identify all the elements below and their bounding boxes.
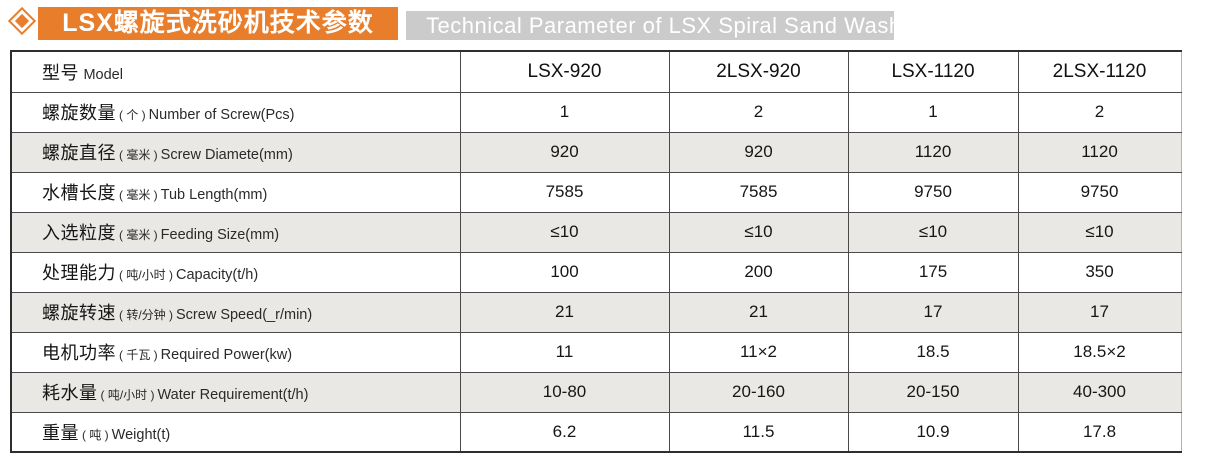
table-row: 螺旋数量( 个 ) Number of Screw(Pcs) 1 2 1 2 [10, 91, 1182, 133]
table-header-row: 型号 Model LSX-920 2LSX-920 LSX-1120 2LSX-… [10, 50, 1182, 93]
row-label-cn: 重量 [42, 422, 79, 443]
value-cell: 17.8 [1017, 411, 1182, 453]
table-row: 电机功率( 千瓦 ) Required Power(kw) 11 11×2 18.5 18… [10, 331, 1182, 373]
value-cell: 9750 [847, 171, 1019, 213]
row-label-cell: 处理能力( 吨/小时 ) Capacity(t/h) [10, 251, 461, 293]
table-row: 耗水量( 吨/小时 ) Water Requirement(t/h) 10-80 20… [10, 371, 1182, 413]
value-cell: 920 [459, 131, 670, 173]
value-cell: ≤10 [668, 211, 849, 253]
row-label-note: ( 毫米 ) [119, 228, 158, 242]
value-cell: 10-80 [459, 371, 670, 413]
value-cell: 1120 [847, 131, 1019, 173]
value-cell: 10.9 [847, 411, 1019, 453]
row-label-en: Tub Length(mm) [160, 187, 268, 203]
row-label-en: Required Power(kw) [160, 347, 293, 363]
value-cell: 2 [1017, 91, 1182, 133]
row-label-note: ( 个 ) [119, 108, 146, 122]
table-row: 入选粒度( 毫米 ) Feeding Size(mm) ≤10 ≤10 ≤10 ≤10 [10, 211, 1182, 253]
row-label-note: ( 千瓦 ) [119, 348, 158, 362]
value-cell: 7585 [459, 171, 670, 213]
row-label-cell: 入选粒度( 毫米 ) Feeding Size(mm) [10, 211, 461, 253]
row-label-cell: 螺旋转速( 转/分钟 ) Screw Speed(_r/min) [10, 291, 461, 333]
row-label-cn: 螺旋直径 [42, 143, 116, 163]
value-cell: ≤10 [459, 211, 670, 253]
row-label-cn: 螺旋转速 [42, 303, 116, 323]
value-cell: 100 [459, 251, 670, 293]
value-cell: 17 [847, 291, 1019, 333]
table-row: 重量( 吨 ) Weight(t) 6.2 11.5 10.9 17.8 [10, 411, 1182, 453]
row-label-note: ( 吨/小时 ) [100, 388, 155, 402]
value-cell: 200 [668, 251, 849, 293]
row-label-cn: 处理能力 [42, 263, 116, 283]
value-cell: 11×2 [668, 331, 849, 373]
row-label-cell: 耗水量( 吨/小时 ) Water Requirement(t/h) [10, 371, 461, 413]
row-label-cn: 入选粒度 [42, 223, 116, 243]
row-label-cn: 水槽长度 [42, 183, 116, 203]
row-label-en: Water Requirement(t/h) [157, 387, 309, 403]
table-row: 处理能力( 吨/小时 ) Capacity(t/h) 100 200 175 350 [10, 251, 1182, 293]
value-cell: 350 [1017, 251, 1182, 293]
value-cell: 18.5×2 [1017, 331, 1182, 373]
value-cell: ≤10 [847, 211, 1019, 253]
row-label-en: Capacity(t/h) [176, 267, 259, 283]
row-label-note: ( 毫米 ) [119, 188, 158, 202]
value-cell: 175 [847, 251, 1019, 293]
value-cell: 6.2 [459, 411, 670, 453]
row-label-cell: 重量( 吨 ) Weight(t) [10, 411, 461, 453]
table-row: 螺旋直径( 毫米 ) Screw Diamete(mm) 920 920 1120 112… [10, 131, 1182, 173]
page-title-chinese: LSX螺旋式洗砂机技术参数 [38, 7, 398, 40]
value-cell: 2 [668, 91, 849, 133]
row-label-note: ( 转/分钟 ) [119, 308, 173, 322]
value-cell: ≤10 [1017, 211, 1182, 253]
title-bar: LSX螺旋式洗砂机技术参数 Technical Parameter of LSX… [0, 0, 1224, 46]
row-label-en: Feeding Size(mm) [160, 227, 280, 243]
value-cell: 9750 [1017, 171, 1182, 213]
row-label-cn: 耗水量 [42, 383, 98, 403]
model-header-cell: 型号 Model [10, 50, 461, 93]
model-label-en: Model [83, 66, 123, 83]
value-cell: 21 [459, 291, 670, 333]
table-row: 水槽长度( 毫米 ) Tub Length(mm) 7585 7585 9750 9750 [10, 171, 1182, 213]
column-header-2lsx-920: 2LSX-920 [668, 50, 849, 93]
value-cell: 1 [459, 91, 670, 133]
value-cell: 1 [847, 91, 1019, 133]
diamond-icon-fill [14, 13, 30, 29]
row-label-en: Screw Diamete(mm) [160, 147, 293, 163]
row-label-en: Number of Screw(Pcs) [148, 107, 295, 123]
row-label-cell: 水槽长度( 毫米 ) Tub Length(mm) [10, 171, 461, 213]
value-cell: 17 [1017, 291, 1182, 333]
value-cell: 21 [668, 291, 849, 333]
column-header-2lsx-1120: 2LSX-1120 [1017, 50, 1182, 93]
page-title-english: Technical Parameter of LSX Spiral Sand W… [406, 11, 922, 40]
column-header-lsx-920: LSX-920 [459, 50, 670, 93]
value-cell: 11.5 [668, 411, 849, 453]
table-row: 螺旋转速( 转/分钟 ) Screw Speed(_r/min) 21 21 17 17 [10, 291, 1182, 333]
value-cell: 7585 [668, 171, 849, 213]
column-header-lsx-1120: LSX-1120 [847, 50, 1019, 93]
row-label-note: ( 吨 ) [82, 427, 109, 442]
model-label-cn: 型号 [42, 62, 79, 83]
value-cell: 20-160 [668, 371, 849, 413]
spec-table: 型号 Model LSX-920 2LSX-920 LSX-1120 2LSX-… [10, 50, 1182, 453]
value-cell: 11 [459, 331, 670, 373]
row-label-en: Screw Speed(_r/min) [176, 307, 313, 323]
row-label-cell: 电机功率( 千瓦 ) Required Power(kw) [10, 331, 461, 373]
value-cell: 920 [668, 131, 849, 173]
diamond-icon [7, 6, 37, 36]
value-cell: 1120 [1017, 131, 1182, 173]
row-label-note: ( 毫米 ) [119, 148, 158, 162]
row-label-cn: 电机功率 [42, 343, 116, 363]
value-cell: 20-150 [847, 371, 1019, 413]
row-label-en: Weight(t) [111, 426, 171, 443]
value-cell: 40-300 [1017, 371, 1182, 413]
row-label-cell: 螺旋数量( 个 ) Number of Screw(Pcs) [10, 91, 461, 133]
row-label-cn: 螺旋数量 [42, 103, 116, 123]
value-cell: 18.5 [847, 331, 1019, 373]
row-label-note: ( 吨/小时 ) [119, 268, 173, 282]
row-label-cell: 螺旋直径( 毫米 ) Screw Diamete(mm) [10, 131, 461, 173]
